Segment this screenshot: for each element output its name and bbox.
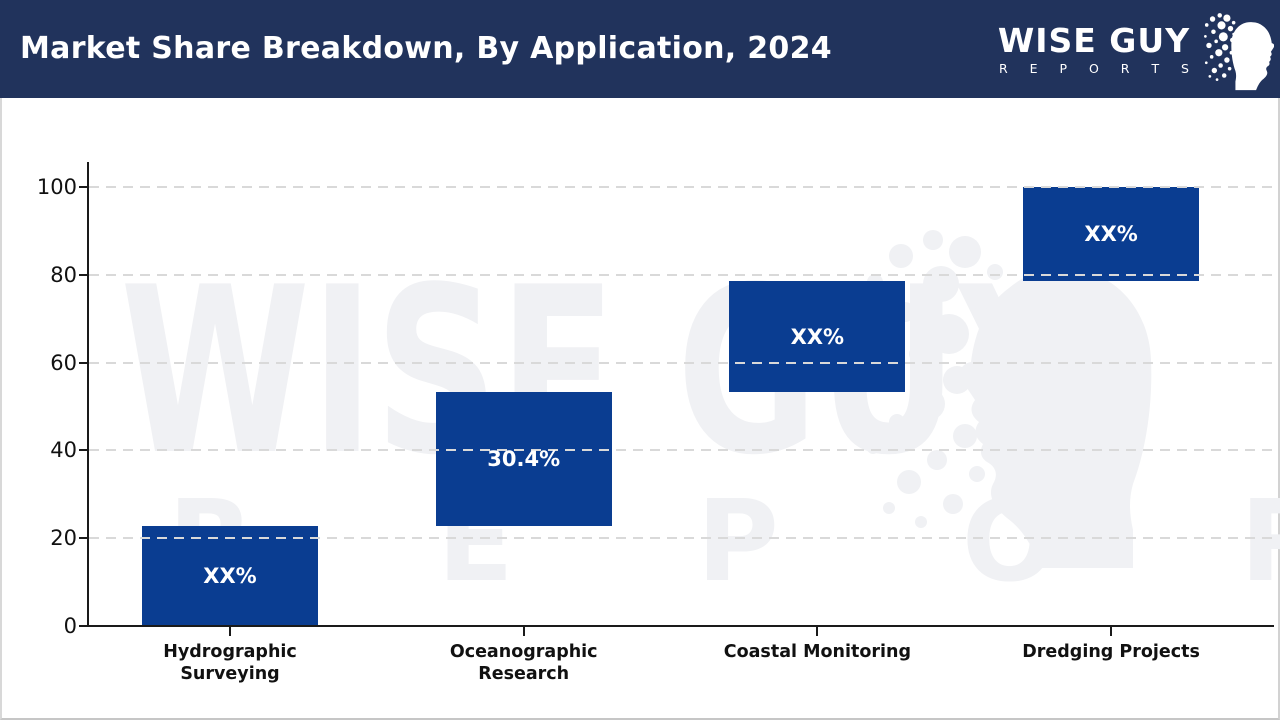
x-axis-tick (1110, 627, 1113, 636)
y-axis-tick-label: 20 (50, 526, 77, 551)
y-axis-tick-label: 80 (50, 262, 77, 287)
bar-value-label: XX% (203, 563, 257, 588)
x-axis-line (87, 625, 1274, 627)
y-axis-tick (79, 361, 88, 364)
category-label-line: Dredging Projects (1022, 642, 1200, 662)
logo-text: WISE GUY R E P O R T S (990, 23, 1198, 77)
x-axis-tick (522, 627, 525, 636)
bar-value-label: XX% (790, 324, 845, 349)
category-label-line: Hydrographic (163, 642, 297, 662)
y-axis-tick-label: 100 (36, 175, 77, 199)
y-axis-tick-label: 60 (50, 350, 77, 375)
category-label-line: Surveying (180, 664, 280, 684)
gridline-100 (89, 186, 1274, 188)
category-label: Dredging Projects (981, 641, 1241, 663)
bar-2 (435, 392, 612, 526)
y-axis-tick (79, 625, 88, 627)
bar-4 (1023, 187, 1200, 281)
category-label-line: Coastal Monitoring (723, 642, 912, 662)
gridline-60 (89, 361, 1274, 364)
y-axis-tick (79, 537, 88, 540)
y-axis-tick (79, 449, 88, 452)
bar-1 (142, 525, 318, 626)
x-axis-tick (229, 627, 231, 636)
category-label-line: Research (478, 664, 570, 684)
category-label-line: Oceanographic (449, 642, 598, 662)
y-axis-tick (79, 273, 88, 276)
logo-subtext: R E P O R T S (998, 61, 1198, 76)
x-axis-tick (816, 627, 819, 636)
y-axis-tick-label: 40 (50, 438, 77, 463)
bar-3 (729, 280, 906, 393)
category-label: Coastal Monitoring (687, 641, 947, 663)
wise-guy-reports-logo: WISE GUY R E P O R T S (990, 8, 1274, 92)
page-title: Market Share Breakdown, By Application, … (20, 31, 832, 66)
bar-value-label: 30.4% (487, 447, 561, 472)
gridline-20 (89, 537, 1274, 540)
logo-face-icon (1204, 13, 1274, 91)
bar-value-label: XX% (1084, 221, 1138, 246)
y-axis-tick (79, 186, 88, 188)
watermark-face-icon (863, 230, 1152, 568)
header-bar: Market Share Breakdown, By Application, … (0, 0, 1280, 98)
category-label: Hydrographic Surveying (100, 641, 360, 685)
y-axis-line (87, 162, 89, 627)
y-axis-tick-label: 0 (63, 614, 77, 638)
category-label: Oceanographic Research (394, 641, 654, 685)
gridline-80 (89, 273, 1274, 276)
logo-wordmark: WISE GUY (997, 21, 1191, 60)
gridline-40 (89, 449, 1274, 452)
